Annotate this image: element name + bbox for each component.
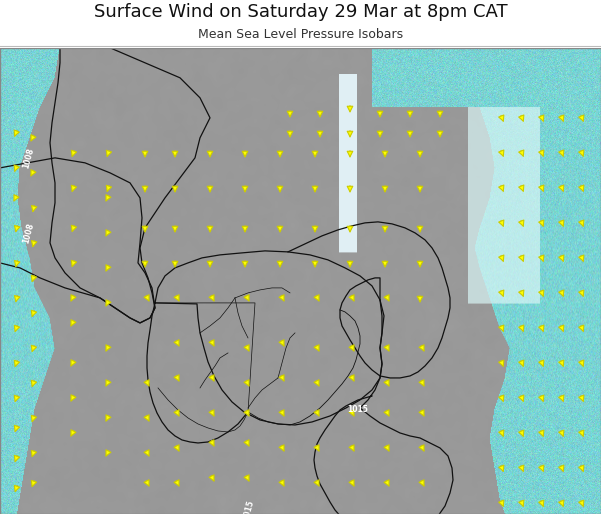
Text: 1008: 1008 [21, 222, 35, 244]
Text: Surface Wind on Saturday 29 Mar at 8pm CAT: Surface Wind on Saturday 29 Mar at 8pm C… [94, 3, 507, 21]
Text: 1015: 1015 [241, 499, 255, 514]
Text: Mean Sea Level Pressure Isobars: Mean Sea Level Pressure Isobars [198, 28, 403, 41]
Text: 1015: 1015 [347, 406, 368, 414]
Text: 1008: 1008 [21, 146, 35, 169]
